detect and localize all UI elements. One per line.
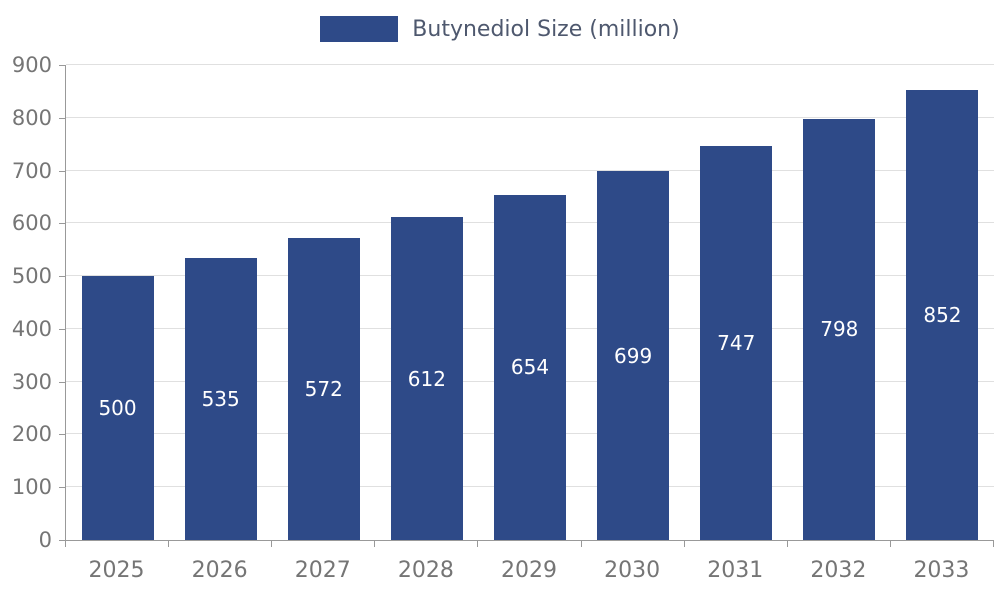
gridline: [66, 169, 994, 171]
bar-value-label: 852: [923, 303, 962, 328]
bar-value-label: 572: [304, 377, 343, 402]
bar[interactable]: 699: [597, 171, 670, 540]
bar[interactable]: 535: [184, 257, 257, 540]
x-tick-label: 2033: [913, 558, 970, 583]
x-tick-label: 2027: [294, 558, 351, 583]
x-tick-label: 2026: [191, 558, 248, 583]
y-tick-label: 300: [11, 369, 52, 394]
plot-area: 500 535 572 612 654 699 747 798 852: [65, 64, 994, 541]
gridline: [66, 116, 994, 118]
x-axis-tick: [477, 541, 479, 547]
y-tick-label: 800: [11, 105, 52, 130]
x-axis-tick: [580, 541, 582, 547]
x-axis-tick: [168, 541, 170, 547]
bar-value-label: 747: [717, 330, 756, 355]
gridline: [66, 64, 994, 65]
y-tick-label: 400: [11, 316, 52, 341]
bar[interactable]: 798: [803, 118, 876, 540]
x-tick-label: 2032: [810, 558, 867, 583]
x-axis-tick: [683, 541, 685, 547]
bar-value-label: 612: [407, 366, 446, 391]
bar-value-label: 500: [98, 396, 137, 421]
x-axis-tick: [65, 541, 66, 547]
y-tick-label: 700: [11, 158, 52, 183]
x-tick-label: 2025: [88, 558, 145, 583]
bar-value-label: 798: [820, 317, 859, 342]
x-axis-tick: [374, 541, 376, 547]
bar[interactable]: 572: [287, 238, 360, 540]
legend[interactable]: Butynediol Size (million): [0, 16, 1000, 42]
bar[interactable]: 747: [700, 145, 773, 540]
x-tick-label: 2028: [397, 558, 454, 583]
y-tick-label: 600: [11, 211, 52, 236]
bar-value-label: 535: [201, 386, 240, 411]
x-axis-tick: [271, 541, 273, 547]
y-tick-label: 500: [11, 264, 52, 289]
bar[interactable]: 612: [390, 217, 463, 540]
y-tick-label: 900: [11, 53, 52, 77]
bar[interactable]: 852: [906, 90, 979, 540]
bar-value-label: 654: [510, 355, 550, 380]
x-axis-tick: [786, 541, 788, 547]
bar[interactable]: 654: [494, 194, 566, 540]
x-tick-label: 2030: [604, 558, 661, 583]
y-tick-label: 0: [38, 528, 52, 552]
legend-label: Butynediol Size (million): [412, 16, 680, 42]
x-axis-tick: [993, 541, 994, 547]
bar-value-label: 699: [614, 343, 653, 368]
x-axis-tick: [889, 541, 891, 547]
legend-swatch: [320, 16, 399, 42]
y-tick-label: 100: [11, 475, 52, 500]
x-tick-label: 2029: [501, 558, 557, 583]
x-tick-label: 2031: [707, 558, 764, 583]
y-tick-label: 200: [11, 422, 52, 447]
bar[interactable]: 500: [81, 276, 154, 540]
